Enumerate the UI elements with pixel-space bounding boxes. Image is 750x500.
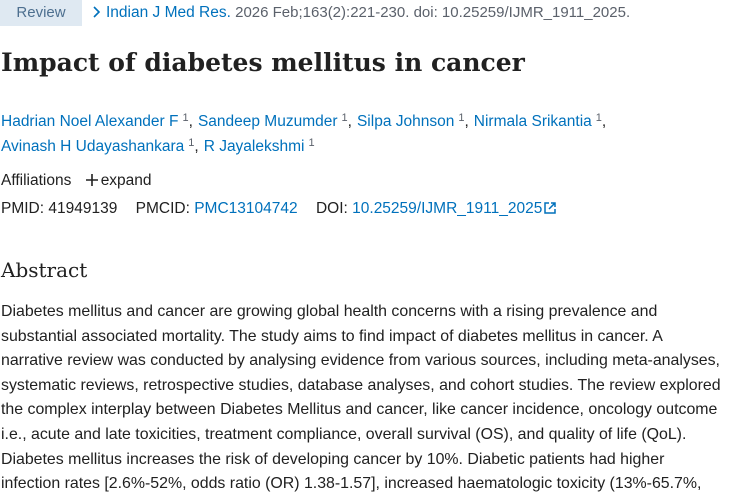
affiliation-ref[interactable]: 1	[341, 112, 348, 124]
abstract-line: substantial associated mortality. The st…	[1, 327, 663, 345]
pmcid-label: PMCID:	[135, 200, 190, 217]
affiliation-ref[interactable]: 1	[308, 137, 315, 149]
plus-icon	[85, 174, 98, 186]
author-link[interactable]: Avinash H Udayashankara	[1, 138, 185, 155]
abstract-line: Diabetes mellitus and cancer are growing…	[1, 303, 658, 320]
chevron-icon	[93, 6, 101, 18]
affiliation-ref[interactable]: 1	[182, 112, 189, 124]
author-link[interactable]: Nirmala Srikantia	[473, 113, 592, 130]
author-separator: ,	[347, 113, 352, 130]
abstract-heading: Abstract	[1, 258, 88, 282]
doi-label: DOI:	[315, 200, 348, 217]
author-line: Hadrian Noel Alexander F 1, Sandeep Muzumd…	[1, 107, 611, 133]
author-link[interactable]: R Jayalekshmi	[203, 138, 305, 155]
expand-label: expand	[100, 172, 152, 189]
expand-button[interactable]: expand	[85, 172, 152, 189]
affiliation-ref[interactable]: 1	[458, 112, 465, 124]
abstract-line: systematic reviews, retrospective studie…	[1, 376, 721, 394]
abstract-line: the complex interplay between Diabetes M…	[1, 401, 718, 419]
author-link[interactable]: Sandeep Muzumder	[197, 113, 338, 130]
author-separator: ,	[188, 113, 193, 130]
author-separator: ,	[194, 138, 199, 155]
abstract-line: i.e., acute and late toxicities, treatme…	[1, 426, 687, 443]
pmid-label: PMID:	[1, 200, 45, 217]
journal-link[interactable]: Indian J Med Res.	[106, 4, 231, 21]
author-separator: ,	[464, 113, 469, 130]
affiliation-ref[interactable]: 1	[595, 112, 602, 124]
doi-link[interactable]: 10.25259/IJMR_1911_2025	[352, 200, 543, 217]
external-link-icon	[544, 202, 557, 214]
citation-details: 2026 Feb;163(2):221-230. doi: 10.25259/I…	[235, 4, 631, 21]
pmcid-link[interactable]: PMC13104742	[194, 200, 298, 217]
pmid: 41949139	[48, 200, 118, 217]
article-type-badge: Review	[0, 0, 82, 26]
identifiers: PMID: 41949139 PMCID: PMC13104742 DOI: 1…	[1, 198, 557, 220]
author-link[interactable]: Hadrian Noel Alexander F	[1, 113, 179, 130]
citation: Indian J Med Res. 2026 Feb;163(2):221-23…	[92, 3, 630, 23]
author-line: Avinash H Udayashankara 1, R Jayalekshmi 1	[1, 132, 315, 158]
affiliations-label: Affiliations	[1, 172, 72, 189]
author-separator: ,	[601, 113, 607, 130]
article-title: Impact of diabetes mellitus in cancer	[1, 48, 525, 77]
author-link[interactable]: Silpa Johnson	[356, 113, 455, 130]
abstract-line: narrative review was conducted by analys…	[1, 352, 720, 370]
affiliation-ref[interactable]: 1	[188, 137, 195, 149]
abstract-line: infection rates [2.6%-52%, odds ratio (O…	[1, 475, 702, 493]
affiliations-row: Affiliations expand	[1, 170, 152, 192]
abstract-line: Diabetes mellitus increases the risk of …	[1, 450, 665, 468]
